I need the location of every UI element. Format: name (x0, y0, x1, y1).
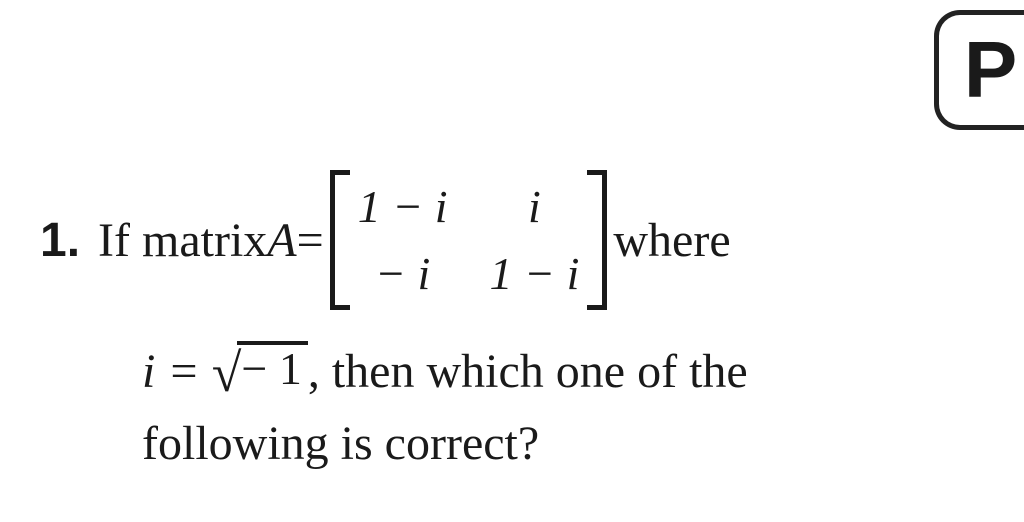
matrix-variable: A (267, 213, 296, 268)
radicand: − 1 (237, 341, 307, 393)
matrix-A: 1 − i i − i 1 − i (330, 170, 608, 310)
question-block: 1. If matrix A = 1 − i i − i 1 − i where… (40, 170, 984, 480)
i-equals: i = (142, 345, 212, 398)
question-continuation: i = √− 1, then which one of the followin… (142, 336, 984, 480)
radical-icon: √ (212, 349, 242, 398)
where-text: where (613, 213, 730, 268)
lead-text: If matrix (98, 213, 267, 268)
question-line-1: 1. If matrix A = 1 − i i − i 1 − i where (40, 170, 984, 310)
badge-letter: P (964, 30, 1017, 110)
matrix-cell-r2c2: 1 − i (490, 247, 580, 300)
matrix-cell-r2c1: − i (358, 247, 448, 300)
matrix-bracket-right (587, 170, 607, 310)
matrix-cells: 1 − i i − i 1 − i (350, 170, 588, 310)
matrix-cell-r1c2: i (490, 180, 580, 233)
corner-badge: P (934, 10, 1024, 130)
question-number: 1. (40, 213, 80, 268)
line2-post: , then which one of the (308, 345, 748, 398)
sqrt-expression: √− 1 (212, 341, 308, 393)
equals-sign: = (297, 213, 324, 268)
matrix-bracket-left (330, 170, 350, 310)
line3: following is correct? (142, 417, 539, 470)
matrix-cell-r1c1: 1 − i (358, 180, 448, 233)
